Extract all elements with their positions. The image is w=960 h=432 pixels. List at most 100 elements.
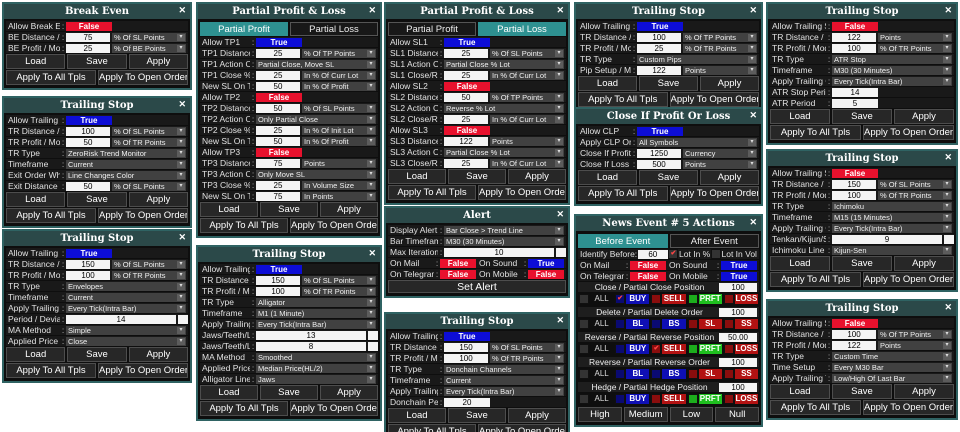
tr-distance-mode-input[interactable]: [832, 329, 876, 339]
apply-to-all-tpls-button[interactable]: Apply To All Tpls: [200, 218, 288, 233]
save-button[interactable]: Save: [260, 385, 318, 400]
period-deviation-1-input[interactable]: [178, 314, 188, 324]
tr-profit-mode-input[interactable]: [832, 43, 876, 53]
apply-to-all-tpls-button[interactable]: Apply To All Tpls: [578, 186, 668, 201]
apply-to-all-tpls-button[interactable]: Apply To All Tpls: [770, 125, 861, 140]
tr-distance-mode-input[interactable]: [444, 342, 488, 352]
save-button[interactable]: Save: [639, 76, 698, 91]
tenkan-kijun-senkou-1-input[interactable]: [944, 234, 954, 244]
sl1-close-rev-lot-input[interactable]: [444, 70, 488, 80]
tr-distance-mode-input[interactable]: [256, 275, 300, 285]
load-button[interactable]: Load: [388, 408, 446, 423]
sl2-distance-mode-input[interactable]: [444, 92, 488, 102]
tr-profit-mode-input[interactable]: [637, 43, 681, 53]
chip-sell[interactable]: SELL: [651, 393, 686, 405]
tr-profit-mode-dropdown[interactable]: % Of TR Points ▾: [302, 286, 376, 296]
apply-to-all-tpls-button[interactable]: Apply To All Tpls: [770, 272, 861, 287]
apply-button[interactable]: Apply: [894, 256, 954, 271]
tp2-close-lot-input[interactable]: [256, 125, 300, 135]
apply-trailing-on-dropdown[interactable]: Every Tick(Intra Bar) ▾: [832, 223, 952, 233]
tr-distance-mode-dropdown[interactable]: % Of SL Points ▾: [112, 259, 186, 269]
checkbox-checked-icon[interactable]: ✔: [615, 294, 626, 304]
timeframe-dropdown[interactable]: M1 (1 Minute) ▾: [256, 308, 376, 318]
close-icon[interactable]: ✕: [178, 99, 186, 109]
checkbox-icon[interactable]: [651, 294, 662, 304]
load-button[interactable]: Load: [388, 169, 446, 184]
sl2-distance-mode-dropdown[interactable]: % Of TP Points ▾: [490, 92, 564, 102]
close-icon[interactable]: ✕: [556, 315, 564, 325]
on-mail-toggle[interactable]: False: [630, 260, 666, 270]
apply-to-open-order-button[interactable]: Apply To Open Order: [669, 92, 759, 107]
apply-to-all-tpls-button[interactable]: Apply To All Tpls: [6, 208, 96, 223]
tr-profit-mode-input[interactable]: [256, 286, 300, 296]
chip-prft[interactable]: PRFT: [687, 293, 722, 305]
tr-profit-mode-input[interactable]: [66, 270, 110, 280]
tr-distance-mode-input[interactable]: [832, 32, 876, 42]
new-sl-on-tp1-hit-input[interactable]: [256, 81, 300, 91]
chip-loss[interactable]: LOSS: [723, 343, 759, 355]
jaws-teeth-lips-shift-0-input[interactable]: [256, 341, 366, 351]
tab-after-event[interactable]: After Event: [669, 234, 759, 248]
tr-distance-mode-dropdown[interactable]: % Of TP Points ▾: [683, 32, 757, 42]
sl3-action-on-hit-dropdown[interactable]: Partial Close % Lot ▾: [444, 147, 564, 157]
tr-profit-mode-input[interactable]: [832, 190, 876, 200]
sl3-distance-mode-input[interactable]: [444, 136, 488, 146]
apply-trailing-on-dropdown[interactable]: Every Tick(Intra Bar) ▾: [256, 319, 376, 329]
timeframe-dropdown[interactable]: M15 (15 Minutes) ▾: [832, 212, 952, 222]
close-icon[interactable]: ✕: [944, 5, 952, 15]
chip-ss[interactable]: SS: [723, 368, 759, 380]
tr-profit-mode-dropdown[interactable]: % Of TR Points ▾: [490, 353, 564, 363]
chip-all[interactable]: ALL: [579, 293, 613, 305]
checkbox-icon[interactable]: [615, 319, 626, 329]
chip-prft[interactable]: PRFT: [687, 393, 722, 405]
apply-button[interactable]: Apply: [128, 347, 188, 362]
apply-to-open-order-button[interactable]: Apply To Open Order: [290, 218, 378, 233]
be-profit-mode-dropdown[interactable]: % Of BE Points ▾: [112, 43, 186, 53]
apply-trailing-on-dropdown[interactable]: Every Tick(Intra Bar) ▾: [66, 303, 186, 313]
timeframe-dropdown[interactable]: Current ▾: [66, 159, 186, 169]
tp1-close-lot-input[interactable]: [256, 70, 300, 80]
tr-distance-mode-input[interactable]: [832, 179, 876, 189]
checkbox-checked-icon[interactable]: ✔: [651, 344, 662, 354]
hedge-partial-hedge-position-input[interactable]: [719, 382, 757, 392]
tab-partial-loss[interactable]: Partial Loss: [290, 22, 378, 36]
tr-profit-mode-dropdown[interactable]: % Of TR Points ▾: [878, 190, 952, 200]
chip-buy[interactable]: BUY: [615, 343, 650, 355]
new-sl-on-tp3-hit-dropdown[interactable]: In Points ▾: [302, 191, 376, 201]
sl3-close-rev-lot-input[interactable]: [444, 158, 488, 168]
tr-distance-mode-dropdown[interactable]: % Of SL Points ▾: [112, 126, 186, 136]
ichimoku-line-dropdown[interactable]: Kijun-Sen ▾: [832, 245, 952, 255]
checkbox-icon[interactable]: [651, 319, 662, 329]
apply-button[interactable]: Apply: [320, 202, 378, 217]
atr-stop-period-input[interactable]: [832, 87, 878, 97]
timeframe-dropdown[interactable]: Current ▾: [66, 292, 186, 302]
tr-profit-mode-dropdown[interactable]: % Of TR Points ▾: [112, 270, 186, 280]
apply-to-all-tpls-button[interactable]: Apply To All Tpls: [388, 424, 476, 432]
tp3-close-lot-input[interactable]: [256, 180, 300, 190]
identify-before-input[interactable]: [637, 249, 668, 259]
load-button[interactable]: Load: [6, 347, 66, 362]
checkbox-icon[interactable]: [579, 369, 589, 379]
exit-distance-mode-input[interactable]: [66, 181, 110, 191]
tr-profit-mode-input[interactable]: [832, 340, 876, 350]
tp1-close-lot-dropdown[interactable]: In % Of Curr Lot ▾: [302, 70, 376, 80]
close-icon[interactable]: ✕: [944, 302, 952, 312]
tr-profit-mode-dropdown[interactable]: % Of TR Points ▾: [683, 43, 757, 53]
tp3-distance-mode-input[interactable]: [256, 158, 300, 168]
timeframe-dropdown[interactable]: M30 (30 Minutes) ▾: [832, 65, 952, 75]
checkbox-icon[interactable]: [687, 369, 698, 379]
apply-clp-on-dropdown[interactable]: All Symbols ▾: [637, 137, 757, 147]
on-telegram-toggle[interactable]: False: [440, 269, 476, 279]
close-if-loss-mode-dropdown[interactable]: Points ▾: [683, 159, 757, 169]
chip-loss[interactable]: LOSS: [723, 293, 759, 305]
new-sl-on-tp2-hit-input[interactable]: [256, 136, 300, 146]
tp3-close-lot-dropdown[interactable]: In Volume Size ▾: [302, 180, 376, 190]
checkbox-icon[interactable]: [723, 319, 734, 329]
apply-to-all-tpls-button[interactable]: Apply To All Tpls: [6, 363, 96, 378]
ma-method-dropdown[interactable]: Simple ▾: [66, 325, 186, 335]
checkbox-icon[interactable]: [579, 344, 589, 354]
reverse-partial-reverse-order-input[interactable]: [719, 357, 757, 367]
tenkan-kijun-senkou-0-input[interactable]: [832, 234, 942, 244]
null-button[interactable]: Null: [715, 407, 759, 422]
chip-ss[interactable]: SS: [723, 318, 759, 330]
